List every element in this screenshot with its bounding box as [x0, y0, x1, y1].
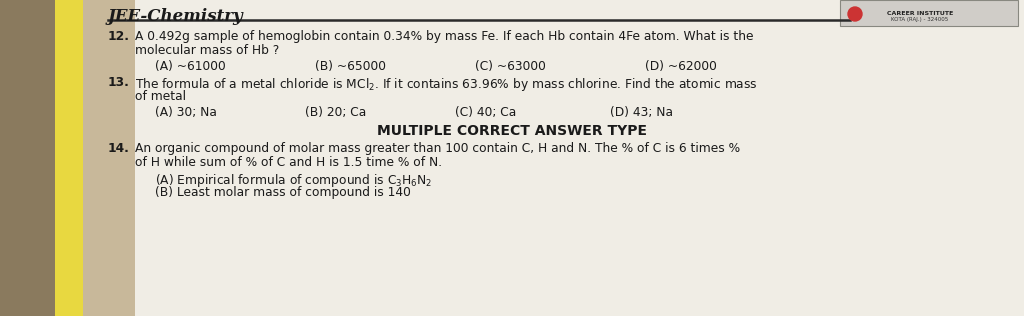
FancyBboxPatch shape	[55, 0, 83, 316]
Text: (A) ~61000: (A) ~61000	[155, 60, 225, 73]
Text: (B) Least molar mass of compound is 140: (B) Least molar mass of compound is 140	[155, 186, 411, 199]
Text: A 0.492g sample of hemoglobin contain 0.34% by mass Fe. If each Hb contain 4Fe a: A 0.492g sample of hemoglobin contain 0.…	[135, 30, 754, 43]
Text: (A) Empirical formula of compound is C$_3$H$_6$N$_2$: (A) Empirical formula of compound is C$_…	[155, 172, 432, 189]
Text: of H while sum of % of C and H is 1.5 time % of N.: of H while sum of % of C and H is 1.5 ti…	[135, 156, 442, 169]
Text: 13.: 13.	[108, 76, 130, 89]
Text: (C) ~63000: (C) ~63000	[475, 60, 546, 73]
Text: 3: 3	[853, 9, 857, 15]
Text: 14.: 14.	[108, 142, 130, 155]
Text: (C) 40; Ca: (C) 40; Ca	[455, 106, 516, 119]
FancyBboxPatch shape	[840, 0, 1018, 26]
Text: molecular mass of Hb ?: molecular mass of Hb ?	[135, 44, 280, 57]
Text: KOTA (RAJ.) - 324005: KOTA (RAJ.) - 324005	[891, 17, 948, 22]
FancyBboxPatch shape	[0, 0, 80, 316]
Text: JEE-Chemistry: JEE-Chemistry	[108, 8, 244, 25]
Text: 12.: 12.	[108, 30, 130, 43]
Text: CAREER INSTITUTE: CAREER INSTITUTE	[887, 11, 953, 16]
FancyBboxPatch shape	[135, 0, 1024, 316]
Text: (B) ~65000: (B) ~65000	[315, 60, 386, 73]
Text: MULTIPLE CORRECT ANSWER TYPE: MULTIPLE CORRECT ANSWER TYPE	[377, 124, 647, 138]
Text: (B) 20; Ca: (B) 20; Ca	[305, 106, 367, 119]
Circle shape	[848, 7, 862, 21]
Text: An organic compound of molar mass greater than 100 contain C, H and N. The % of : An organic compound of molar mass greate…	[135, 142, 740, 155]
Text: (D) 43; Na: (D) 43; Na	[610, 106, 673, 119]
Text: of metal: of metal	[135, 90, 186, 103]
Text: (A) 30; Na: (A) 30; Na	[155, 106, 217, 119]
Text: The formula of a metal chloride is MCl$_2$. If it contains 63.96% by mass chlori: The formula of a metal chloride is MCl$_…	[135, 76, 758, 93]
Text: (D) ~62000: (D) ~62000	[645, 60, 717, 73]
